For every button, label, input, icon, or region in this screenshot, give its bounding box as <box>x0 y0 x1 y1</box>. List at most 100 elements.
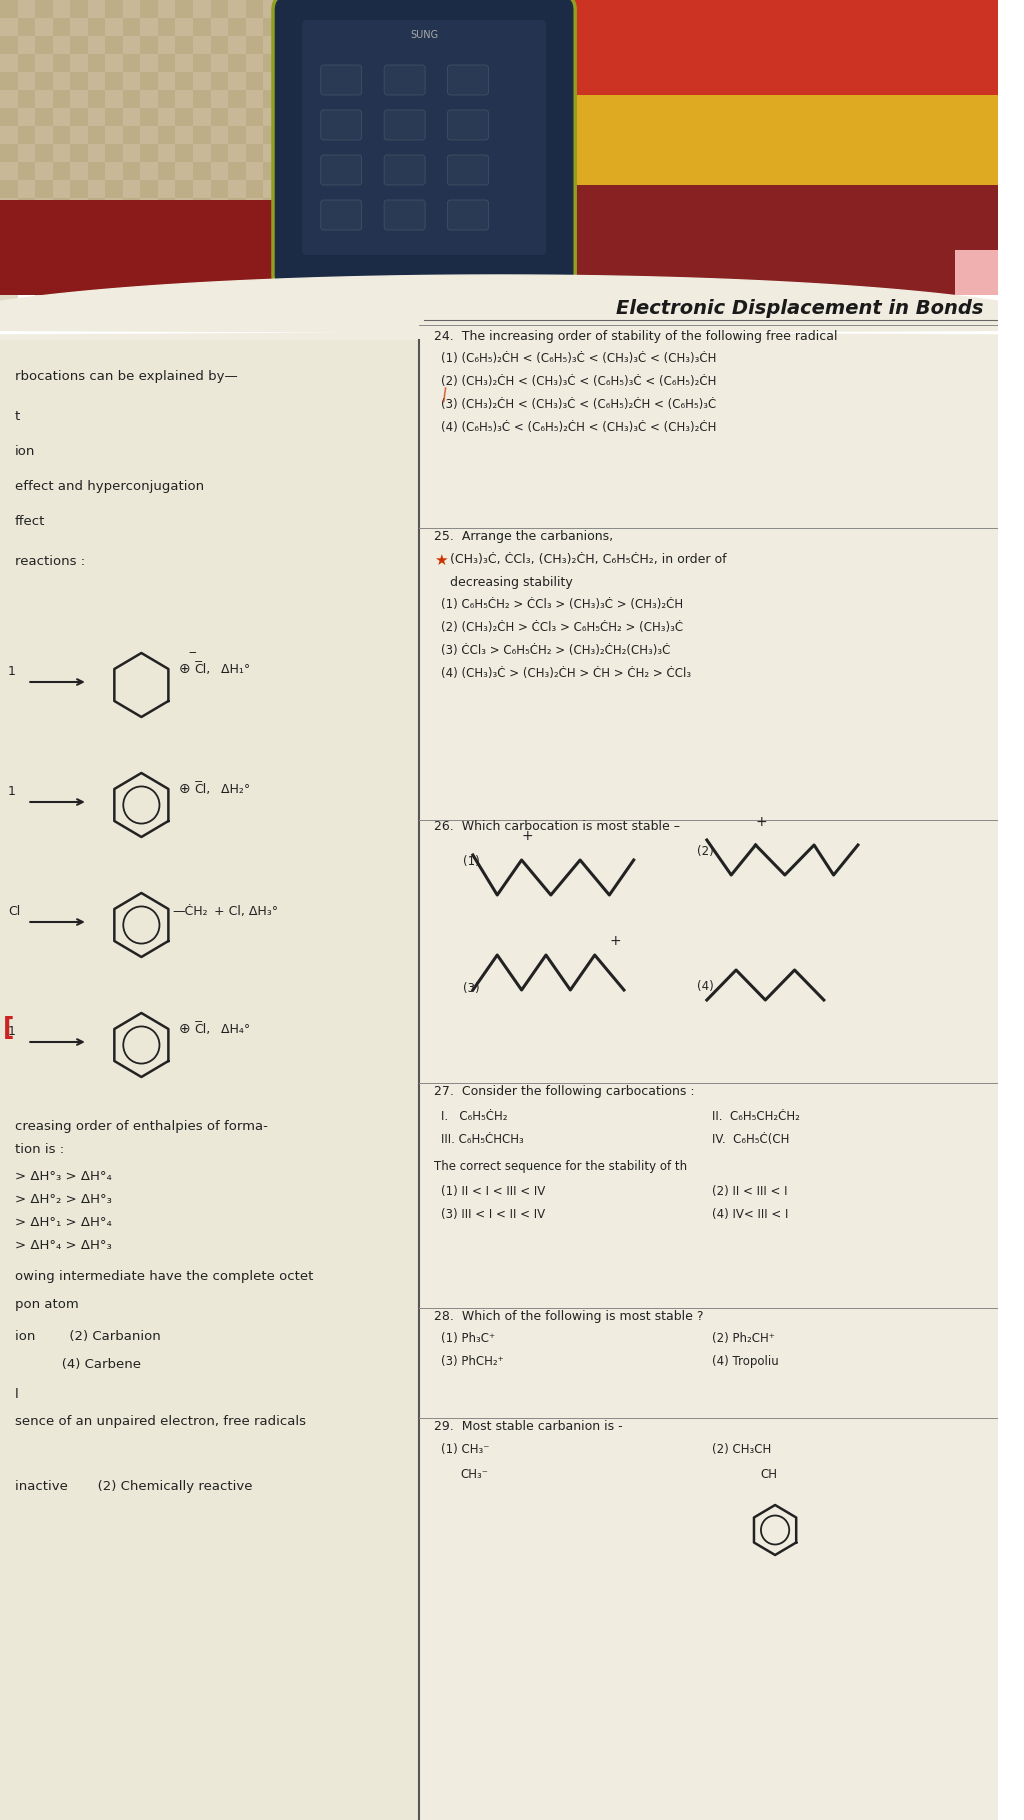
FancyBboxPatch shape <box>281 144 298 162</box>
FancyBboxPatch shape <box>88 235 105 251</box>
FancyBboxPatch shape <box>140 73 158 89</box>
FancyBboxPatch shape <box>52 89 71 107</box>
FancyBboxPatch shape <box>403 269 421 288</box>
FancyBboxPatch shape <box>194 198 211 217</box>
Text: (4) Carbene: (4) Carbene <box>14 1358 140 1370</box>
Text: (CH₃)₃Ċ, ĊCl₃, (CH₃)₂ĊH, C₆H₅ĊH₂, in order of: (CH₃)₃Ċ, ĊCl₃, (CH₃)₂ĊH, C₆H₅ĊH₂, in ord… <box>451 553 727 566</box>
FancyBboxPatch shape <box>263 235 281 251</box>
FancyBboxPatch shape <box>194 18 211 36</box>
Text: ⊕: ⊕ <box>178 1023 190 1036</box>
FancyBboxPatch shape <box>386 180 403 198</box>
FancyBboxPatch shape <box>158 162 175 180</box>
FancyBboxPatch shape <box>158 269 175 288</box>
Text: ΔH₁°: ΔH₁° <box>217 662 251 675</box>
FancyBboxPatch shape <box>447 200 488 229</box>
FancyBboxPatch shape <box>281 251 298 269</box>
Text: II.  C₆H₅CH₂ĊH₂: II. C₆H₅CH₂ĊH₂ <box>712 1110 800 1123</box>
FancyBboxPatch shape <box>369 269 386 288</box>
FancyBboxPatch shape <box>17 269 35 288</box>
FancyBboxPatch shape <box>140 36 158 55</box>
FancyBboxPatch shape <box>298 162 315 180</box>
FancyBboxPatch shape <box>403 126 421 144</box>
Text: ΔH₄°: ΔH₄° <box>217 1023 251 1036</box>
Text: −: − <box>194 777 204 786</box>
FancyBboxPatch shape <box>273 0 575 289</box>
FancyBboxPatch shape <box>351 288 369 306</box>
FancyBboxPatch shape <box>321 109 361 140</box>
Text: > ΔH°₂ > ΔH°₃: > ΔH°₂ > ΔH°₃ <box>14 1192 112 1207</box>
Text: (4) (CH₃)₃Ċ > (CH₃)₂ĊH > ĊH > ĊH₂ > ĊCl₃: (4) (CH₃)₃Ċ > (CH₃)₂ĊH > ĊH > ĊH₂ > ĊCl₃ <box>440 666 691 681</box>
FancyBboxPatch shape <box>369 198 386 217</box>
FancyBboxPatch shape <box>298 269 315 288</box>
FancyBboxPatch shape <box>334 126 351 144</box>
FancyBboxPatch shape <box>175 144 194 162</box>
Text: pon atom: pon atom <box>14 1298 79 1310</box>
Text: Electronic Displacement in Bonds: Electronic Displacement in Bonds <box>615 298 983 317</box>
FancyBboxPatch shape <box>158 198 175 217</box>
FancyBboxPatch shape <box>35 73 52 89</box>
FancyBboxPatch shape <box>35 0 52 18</box>
FancyBboxPatch shape <box>0 251 17 269</box>
FancyBboxPatch shape <box>315 0 334 18</box>
FancyBboxPatch shape <box>0 340 419 1820</box>
FancyBboxPatch shape <box>263 18 281 36</box>
FancyBboxPatch shape <box>386 217 403 235</box>
Text: (3) PhCH₂⁺: (3) PhCH₂⁺ <box>440 1356 504 1369</box>
FancyBboxPatch shape <box>52 126 71 144</box>
Text: ion: ion <box>14 446 35 459</box>
FancyBboxPatch shape <box>175 73 194 89</box>
FancyBboxPatch shape <box>315 288 334 306</box>
Text: inactive       (2) Chemically reactive: inactive (2) Chemically reactive <box>14 1480 252 1492</box>
FancyBboxPatch shape <box>246 288 263 306</box>
FancyBboxPatch shape <box>403 235 421 251</box>
FancyBboxPatch shape <box>386 36 403 55</box>
FancyBboxPatch shape <box>175 36 194 55</box>
FancyBboxPatch shape <box>71 180 88 198</box>
FancyBboxPatch shape <box>281 288 298 306</box>
FancyBboxPatch shape <box>246 36 263 55</box>
FancyBboxPatch shape <box>302 20 546 255</box>
FancyBboxPatch shape <box>321 200 361 229</box>
FancyBboxPatch shape <box>351 180 369 198</box>
Text: III. C₆H₅ĊHCH₃: III. C₆H₅ĊHCH₃ <box>440 1134 523 1147</box>
FancyBboxPatch shape <box>351 144 369 162</box>
FancyBboxPatch shape <box>0 107 17 126</box>
FancyBboxPatch shape <box>384 66 425 95</box>
FancyBboxPatch shape <box>298 126 315 144</box>
FancyBboxPatch shape <box>71 73 88 89</box>
FancyBboxPatch shape <box>369 55 386 73</box>
Text: +: + <box>521 828 534 843</box>
FancyBboxPatch shape <box>315 107 334 126</box>
FancyBboxPatch shape <box>105 0 123 18</box>
FancyBboxPatch shape <box>386 107 403 126</box>
FancyBboxPatch shape <box>334 55 351 73</box>
Text: > ΔH°₃ > ΔH°₄: > ΔH°₃ > ΔH°₄ <box>14 1170 112 1183</box>
FancyBboxPatch shape <box>71 251 88 269</box>
FancyBboxPatch shape <box>246 107 263 126</box>
Text: +: + <box>756 815 767 828</box>
FancyBboxPatch shape <box>298 198 315 217</box>
FancyBboxPatch shape <box>403 18 421 36</box>
FancyBboxPatch shape <box>123 55 140 73</box>
FancyBboxPatch shape <box>71 0 88 18</box>
Text: 25.  Arrange the carbanions,: 25. Arrange the carbanions, <box>434 530 613 542</box>
FancyBboxPatch shape <box>0 36 17 55</box>
Text: 1: 1 <box>8 1025 15 1037</box>
FancyBboxPatch shape <box>17 235 35 251</box>
FancyBboxPatch shape <box>246 217 263 235</box>
FancyBboxPatch shape <box>158 126 175 144</box>
FancyBboxPatch shape <box>298 18 315 36</box>
FancyBboxPatch shape <box>123 126 140 144</box>
FancyBboxPatch shape <box>88 55 105 73</box>
FancyBboxPatch shape <box>228 235 246 251</box>
FancyBboxPatch shape <box>369 235 386 251</box>
FancyBboxPatch shape <box>0 340 998 1820</box>
Text: (3): (3) <box>463 983 479 996</box>
Text: 28.  Which of the following is most stable ?: 28. Which of the following is most stabl… <box>434 1310 703 1323</box>
FancyBboxPatch shape <box>211 36 228 55</box>
FancyBboxPatch shape <box>447 66 488 95</box>
FancyBboxPatch shape <box>421 251 438 269</box>
FancyBboxPatch shape <box>228 162 246 180</box>
Text: CH: CH <box>761 1469 777 1481</box>
FancyBboxPatch shape <box>140 180 158 198</box>
